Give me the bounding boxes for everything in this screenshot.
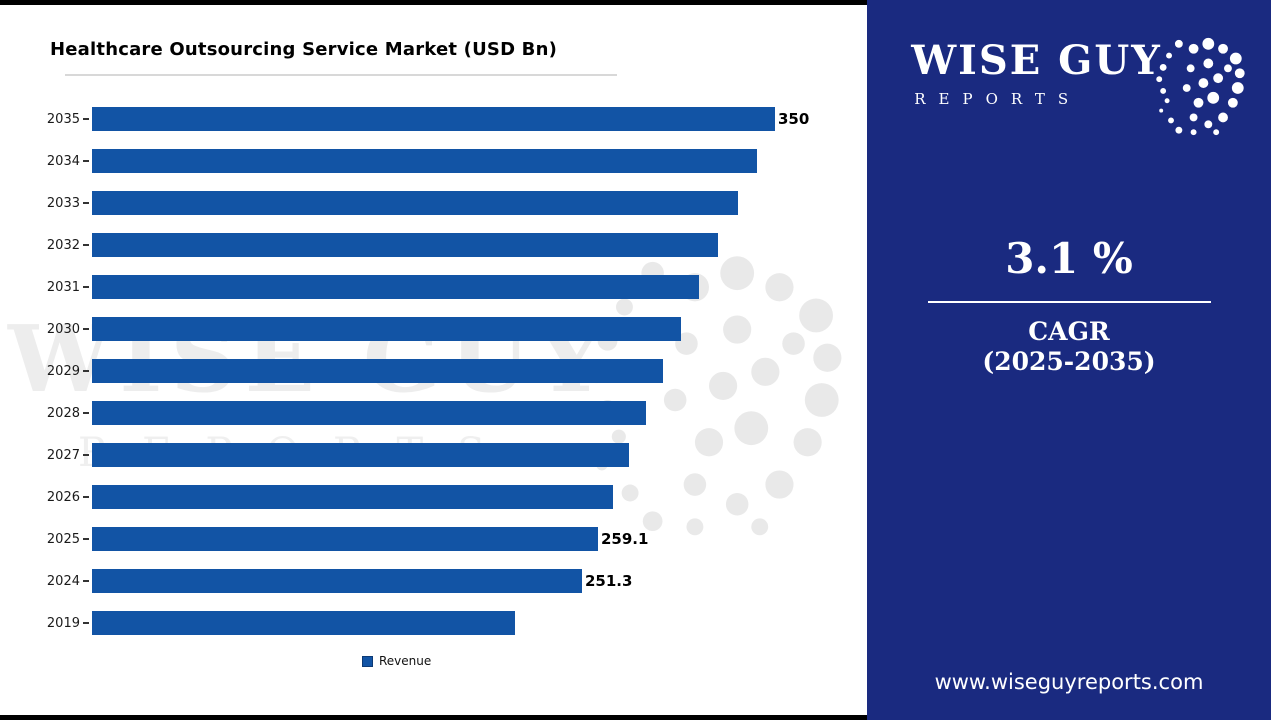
bar bbox=[92, 191, 738, 215]
y-tick-label: 2025 bbox=[46, 531, 80, 547]
bar-row: 2033 bbox=[46, 182, 867, 224]
y-tick-label: 2027 bbox=[46, 447, 80, 463]
bar-row: 2032 bbox=[46, 224, 867, 266]
bar-value-label: 251.3 bbox=[585, 572, 633, 590]
cagr-label: CAGR (2025-2035) bbox=[982, 317, 1155, 376]
y-tick-mark bbox=[83, 286, 89, 288]
bar-row: 2025 259.1 bbox=[46, 518, 867, 560]
legend-swatch bbox=[362, 655, 373, 667]
y-tick-label: 2032 bbox=[46, 237, 80, 253]
y-tick-mark bbox=[83, 538, 89, 540]
bar-row: 2031 bbox=[46, 266, 867, 308]
y-tick-label: 2034 bbox=[46, 153, 80, 169]
bar-row: 2034 bbox=[46, 140, 867, 182]
bar-row: 2026 bbox=[46, 476, 867, 518]
y-tick-mark bbox=[83, 496, 89, 498]
brand-logo-text: WISE GUY REPORTS bbox=[911, 37, 1162, 109]
y-tick-label: 2030 bbox=[46, 321, 80, 337]
brand-subtitle: REPORTS bbox=[914, 90, 1082, 108]
website-url: www.wiseguyreports.com bbox=[934, 670, 1204, 694]
y-tick-label: 2031 bbox=[46, 279, 80, 295]
bar bbox=[92, 317, 681, 341]
bar-rows: 2035 350 2034 2033 2032 2031 2030 2029 2028 2027 2… bbox=[46, 98, 867, 644]
y-tick-label: 2028 bbox=[46, 405, 80, 421]
y-tick-mark bbox=[83, 454, 89, 456]
y-tick-label: 2019 bbox=[46, 615, 80, 631]
bar bbox=[92, 107, 775, 131]
bar-value-label: 350 bbox=[778, 110, 810, 128]
y-tick-mark bbox=[83, 244, 89, 246]
y-tick-label: 2033 bbox=[46, 195, 80, 211]
legend-label: Revenue bbox=[379, 654, 432, 668]
bar bbox=[92, 149, 757, 173]
y-tick-mark bbox=[83, 328, 89, 330]
bar bbox=[92, 485, 613, 509]
bar-row: 2029 bbox=[46, 350, 867, 392]
bar bbox=[92, 569, 582, 593]
y-tick-mark bbox=[83, 160, 89, 162]
legend: Revenue bbox=[362, 654, 867, 668]
cagr-label-line1: CAGR bbox=[1028, 317, 1110, 346]
bar-row: 2024 251.3 bbox=[46, 560, 867, 602]
y-tick-mark bbox=[83, 370, 89, 372]
bar-row: 2019 bbox=[46, 602, 867, 644]
cagr-value: 3.1 % bbox=[1005, 234, 1133, 283]
bar bbox=[92, 275, 699, 299]
bar bbox=[92, 401, 646, 425]
bar-row: 2027 bbox=[46, 434, 867, 476]
chart-title: Healthcare Outsourcing Service Market (U… bbox=[50, 39, 558, 60]
y-tick-mark bbox=[83, 202, 89, 204]
bar-row: 2028 bbox=[46, 392, 867, 434]
bar bbox=[92, 233, 718, 257]
side-panel: WISE GUY REPORTS 3.1 % CAGR (2025-2035) … bbox=[867, 0, 1271, 720]
chart-section: WISE GUY REPORTS Healthcare Outsourcing … bbox=[0, 0, 867, 720]
cagr-divider bbox=[927, 301, 1211, 303]
brand-name: WISE GUY bbox=[911, 37, 1162, 84]
bar bbox=[92, 527, 598, 551]
bar-row: 2035 350 bbox=[46, 98, 867, 140]
y-tick-mark bbox=[83, 118, 89, 120]
brand-logo: WISE GUY REPORTS bbox=[911, 37, 1251, 142]
cagr-label-line2: (2025-2035) bbox=[982, 346, 1156, 376]
y-tick-label: 2026 bbox=[46, 489, 80, 505]
y-tick-mark bbox=[83, 580, 89, 582]
title-divider bbox=[65, 74, 617, 76]
y-tick-mark bbox=[83, 622, 89, 624]
y-tick-label: 2035 bbox=[46, 111, 80, 127]
bar-value-label: 259.1 bbox=[601, 530, 649, 548]
bar bbox=[92, 611, 515, 635]
bar bbox=[92, 443, 629, 467]
y-tick-mark bbox=[83, 412, 89, 414]
y-tick-label: 2029 bbox=[46, 363, 80, 379]
bar-row: 2030 bbox=[46, 308, 867, 350]
bar bbox=[92, 359, 663, 383]
y-tick-label: 2024 bbox=[46, 573, 80, 589]
brand-head-icon bbox=[1156, 37, 1245, 136]
